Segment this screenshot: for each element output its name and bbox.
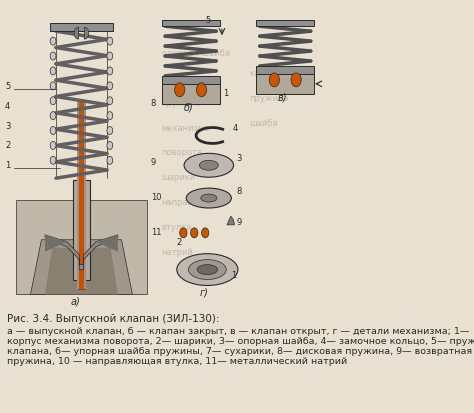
Circle shape bbox=[50, 112, 56, 120]
Text: 11: 11 bbox=[151, 228, 161, 237]
Text: 5: 5 bbox=[5, 82, 10, 91]
Bar bbox=[83, 101, 86, 290]
Text: направляющая: направляющая bbox=[162, 198, 228, 207]
Text: механизма: механизма bbox=[162, 123, 210, 133]
Polygon shape bbox=[30, 240, 132, 294]
Ellipse shape bbox=[184, 153, 234, 177]
Circle shape bbox=[107, 112, 113, 120]
Ellipse shape bbox=[186, 188, 231, 208]
Text: 9: 9 bbox=[237, 218, 242, 227]
Text: 8: 8 bbox=[237, 187, 242, 196]
Text: 1: 1 bbox=[223, 89, 228, 98]
Text: 1: 1 bbox=[5, 161, 10, 170]
Ellipse shape bbox=[201, 194, 217, 202]
Text: поворота: поворота bbox=[162, 148, 203, 157]
Circle shape bbox=[291, 73, 301, 87]
Text: клапан: клапан bbox=[249, 69, 281, 78]
Text: а): а) bbox=[71, 297, 80, 306]
Bar bbox=[78, 101, 85, 290]
Text: 4: 4 bbox=[5, 102, 10, 111]
Text: 5: 5 bbox=[205, 16, 210, 25]
Circle shape bbox=[107, 67, 113, 75]
Polygon shape bbox=[45, 235, 118, 270]
Text: втулка: втулка bbox=[162, 223, 192, 232]
Circle shape bbox=[191, 228, 198, 238]
Circle shape bbox=[107, 157, 113, 164]
Circle shape bbox=[107, 141, 113, 150]
Text: клапана, 6— упорная шайба пружины, 7— сухарики, 8— дисковая пружина, 9— возвратн: клапана, 6— упорная шайба пружины, 7— су… bbox=[7, 347, 472, 356]
Text: корпус механизма поворота, 2— шарики, 3— опорная шайба, 4— замочное кольцо, 5— п: корпус механизма поворота, 2— шарики, 3—… bbox=[7, 337, 474, 346]
Polygon shape bbox=[45, 248, 118, 294]
Circle shape bbox=[107, 52, 113, 60]
Wedge shape bbox=[227, 216, 234, 225]
Bar bbox=[162, 84, 220, 104]
Ellipse shape bbox=[177, 254, 238, 285]
Ellipse shape bbox=[189, 260, 226, 280]
Text: натрий: натрий bbox=[162, 248, 193, 256]
Circle shape bbox=[107, 82, 113, 90]
Bar bbox=[162, 76, 220, 84]
Circle shape bbox=[50, 67, 56, 75]
Text: Рис. 3.4. Выпускной клапан (ЗИЛ-130):: Рис. 3.4. Выпускной клапан (ЗИЛ-130): bbox=[7, 314, 220, 324]
Circle shape bbox=[50, 126, 56, 135]
Bar bbox=[73, 180, 90, 280]
Text: 4: 4 bbox=[233, 123, 238, 133]
Polygon shape bbox=[96, 235, 118, 252]
Text: шайба: шайба bbox=[249, 119, 277, 128]
Text: 2: 2 bbox=[5, 141, 10, 150]
Circle shape bbox=[174, 83, 185, 97]
Text: 10: 10 bbox=[151, 193, 161, 202]
Text: а — выпускной клапан, б — клапан закрыт, в — клапан открыт, г — детали механизма: а — выпускной клапан, б — клапан закрыт,… bbox=[7, 327, 470, 336]
Circle shape bbox=[50, 157, 56, 164]
Circle shape bbox=[50, 97, 56, 104]
Text: б): б) bbox=[183, 103, 193, 113]
Circle shape bbox=[196, 83, 207, 97]
Bar bbox=[77, 101, 79, 290]
Text: 9: 9 bbox=[151, 158, 156, 167]
Text: пружина: пружина bbox=[162, 99, 201, 108]
Text: опорная шайба: опорная шайба bbox=[162, 49, 229, 58]
Text: шарики: шарики bbox=[162, 173, 196, 182]
Text: 8: 8 bbox=[151, 99, 156, 108]
Circle shape bbox=[50, 82, 56, 90]
Text: в): в) bbox=[278, 93, 287, 103]
Text: возвратная: возвратная bbox=[162, 74, 212, 83]
Wedge shape bbox=[84, 27, 89, 39]
Circle shape bbox=[107, 97, 113, 104]
Text: 3: 3 bbox=[5, 121, 10, 131]
Ellipse shape bbox=[197, 265, 218, 275]
Text: пружина, 10 — направляющая втулка, 11— металлический натрий: пружина, 10 — направляющая втулка, 11— м… bbox=[7, 357, 347, 366]
Polygon shape bbox=[16, 200, 147, 294]
Polygon shape bbox=[45, 235, 67, 252]
Circle shape bbox=[201, 228, 209, 238]
Circle shape bbox=[107, 126, 113, 135]
Circle shape bbox=[50, 37, 56, 45]
Circle shape bbox=[107, 37, 113, 45]
Circle shape bbox=[180, 228, 187, 238]
Text: 3: 3 bbox=[237, 154, 242, 163]
Circle shape bbox=[50, 52, 56, 60]
Wedge shape bbox=[74, 27, 79, 39]
Bar bbox=[162, 20, 220, 26]
Bar bbox=[256, 66, 314, 74]
Text: пружина: пружина bbox=[249, 94, 288, 103]
Bar bbox=[256, 20, 314, 26]
Circle shape bbox=[269, 73, 280, 87]
Text: 1: 1 bbox=[231, 271, 236, 280]
Text: 2: 2 bbox=[176, 238, 182, 247]
Bar bbox=[77, 180, 86, 280]
Bar bbox=[256, 74, 314, 94]
Bar bbox=[50, 23, 113, 31]
Text: г): г) bbox=[200, 287, 209, 297]
Ellipse shape bbox=[200, 160, 219, 170]
Circle shape bbox=[50, 141, 56, 150]
